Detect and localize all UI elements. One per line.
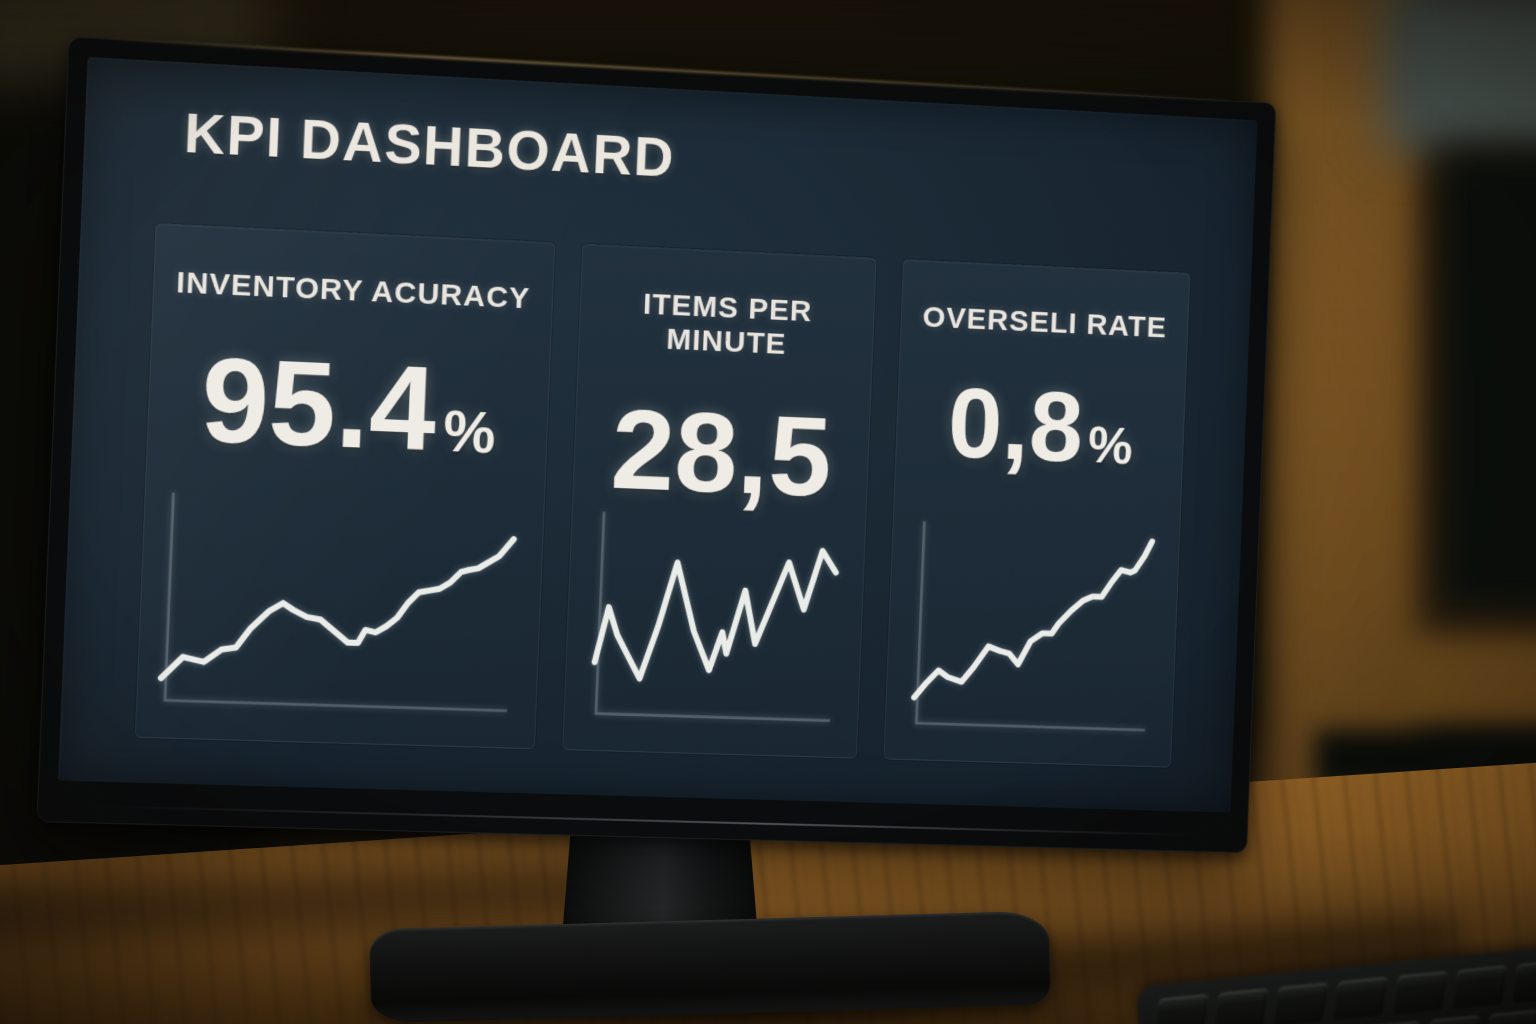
keyboard-key xyxy=(1273,983,1329,1024)
keyboard-key xyxy=(1392,971,1448,1015)
keyboard-key xyxy=(1213,988,1269,1024)
sparkline-line xyxy=(161,526,514,689)
card-label: OVERSELI RATE xyxy=(901,300,1188,347)
sparkline-svg xyxy=(160,487,516,717)
kpi-suffix: % xyxy=(442,402,496,463)
background-topright-light xyxy=(1380,0,1536,150)
shelf-dark-box xyxy=(1440,150,1536,610)
sparkline-line xyxy=(914,533,1152,705)
monitor-stand-base xyxy=(369,911,1051,1024)
kpi-cards-row: INVENTORY ACURACY 95.4 % ITEMS PER MINUT… xyxy=(135,223,1191,768)
sparkline-line xyxy=(594,543,837,685)
card-label: INVENTORY ACURACY xyxy=(154,265,553,318)
kpi-card-items-per-minute: ITEMS PER MINUTE 28,5 xyxy=(562,244,877,759)
kpi-card-oversell-rate: OVERSELI RATE 0,8 % xyxy=(883,259,1190,768)
keyboard-key xyxy=(1153,994,1209,1024)
sparkline-chart xyxy=(160,487,516,717)
sparkline-chart xyxy=(592,506,838,727)
keyboard-key xyxy=(1333,977,1389,1021)
dashboard-screen: KPI DASHBOARD INVENTORY ACURACY 95.4 % xyxy=(58,57,1257,812)
dashboard-title: KPI DASHBOARD xyxy=(183,105,1256,215)
card-value-row: 0,8 % xyxy=(896,371,1186,481)
kpi-value: 28,5 xyxy=(609,393,834,516)
kpi-suffix: % xyxy=(1087,420,1134,473)
kpi-value: 0,8 xyxy=(946,373,1085,477)
keyboard-key xyxy=(1452,965,1508,1009)
sparkline-axis xyxy=(596,512,838,721)
keyboard-key xyxy=(1484,1009,1536,1024)
sparkline-axis xyxy=(916,521,1152,730)
keyboard-key xyxy=(1425,1015,1481,1024)
monitor-bezel: KPI DASHBOARD INVENTORY ACURACY 95.4 % xyxy=(36,37,1276,854)
keyboard-key xyxy=(1512,960,1536,1004)
card-value-row: 28,5 xyxy=(573,391,870,517)
sparkline-axis xyxy=(165,492,515,710)
sparkline-chart xyxy=(913,516,1153,737)
photo-scene: KPI DASHBOARD INVENTORY ACURACY 95.4 % xyxy=(0,0,1536,1024)
shelf-wood-band xyxy=(1392,636,1536,726)
sparkline-svg xyxy=(592,506,838,727)
sparkline-svg xyxy=(913,516,1153,737)
card-value-row: 95.4 % xyxy=(147,338,549,474)
kpi-card-inventory-accuracy: INVENTORY ACURACY 95.4 % xyxy=(135,223,555,749)
kpi-value: 95.4 xyxy=(199,340,439,469)
card-label: ITEMS PER MINUTE xyxy=(579,285,874,366)
